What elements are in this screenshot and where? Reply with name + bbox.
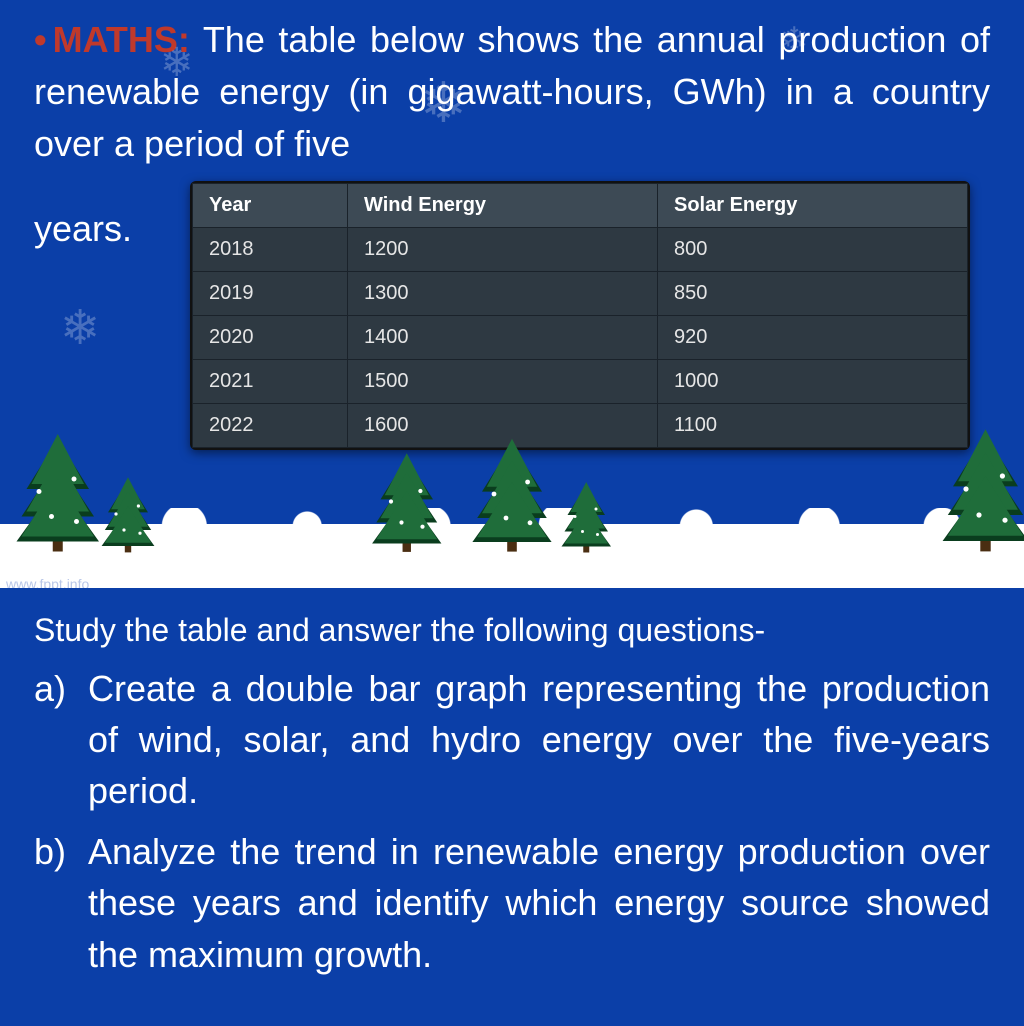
table-cell: 1400	[348, 315, 658, 359]
top-text-block: •MATHS: The table below shows the annual…	[0, 0, 1024, 171]
question-list: a)Create a double bar graph representing…	[34, 663, 990, 980]
col-header-solar: Solar Energy	[658, 183, 968, 227]
table-cell: 1200	[348, 227, 658, 271]
subheading: Study the table and answer the following…	[34, 612, 990, 649]
snowflake-icon: ❄	[60, 300, 100, 356]
tree-icon	[940, 424, 1024, 554]
winter-scene	[0, 468, 1024, 588]
question-label: a)	[34, 663, 88, 816]
data-table: Year Wind Energy Solar Energy 2018120080…	[192, 183, 968, 448]
table-row: 20201400920	[193, 315, 968, 359]
table-row: 20191300850	[193, 271, 968, 315]
tree-icon	[560, 479, 613, 554]
table-cell: 920	[658, 315, 968, 359]
table-row: 20181200800	[193, 227, 968, 271]
table-row: 202216001100	[193, 403, 968, 447]
tree-icon	[370, 449, 444, 554]
intro-trailing-word: years.	[34, 208, 132, 250]
table-cell: 2021	[193, 359, 348, 403]
tree-icon	[14, 429, 102, 554]
tree-icon	[100, 474, 156, 554]
table-head: Year Wind Energy Solar Energy	[193, 183, 968, 227]
bullet-icon: •	[34, 19, 47, 60]
question-text: Analyze the trend in renewable energy pr…	[88, 826, 990, 979]
question-label: b)	[34, 826, 88, 979]
table-cell: 1500	[348, 359, 658, 403]
col-header-wind: Wind Energy	[348, 183, 658, 227]
table-row: 202115001000	[193, 359, 968, 403]
data-table-wrap: Year Wind Energy Solar Energy 2018120080…	[190, 181, 970, 450]
table-cell: 850	[658, 271, 968, 315]
table-body: 2018120080020191300850202014009202021150…	[193, 227, 968, 447]
table-cell: 1100	[658, 403, 968, 447]
table-cell: 1300	[348, 271, 658, 315]
table-cell: 2022	[193, 403, 348, 447]
intro-paragraph: •MATHS: The table below shows the annual…	[34, 14, 990, 171]
slide: ❄❄❄❄❄❄❄❄ •MATHS: The table below shows t…	[0, 0, 1024, 1026]
lower-section: Study the table and answer the following…	[0, 588, 1024, 1026]
table-cell: 1000	[658, 359, 968, 403]
table-cell: 2019	[193, 271, 348, 315]
question-item: a)Create a double bar graph representing…	[34, 663, 990, 816]
subject-label: MATHS:	[53, 19, 190, 60]
table-cell: 2020	[193, 315, 348, 359]
table-header-row: Year Wind Energy Solar Energy	[193, 183, 968, 227]
table-cell: 2018	[193, 227, 348, 271]
tree-icon	[470, 434, 554, 554]
table-cell: 800	[658, 227, 968, 271]
question-text: Create a double bar graph representing t…	[88, 663, 990, 816]
col-header-year: Year	[193, 183, 348, 227]
question-item: b)Analyze the trend in renewable energy …	[34, 826, 990, 979]
